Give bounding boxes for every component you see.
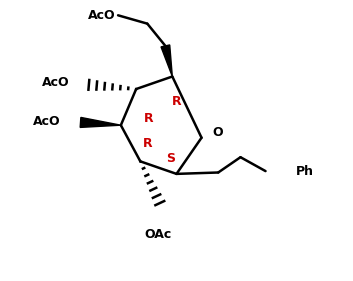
Text: R: R [143, 137, 152, 150]
Text: AcO: AcO [42, 76, 70, 89]
Text: R: R [172, 95, 181, 108]
Text: OAc: OAc [145, 228, 172, 241]
Text: AcO: AcO [88, 9, 115, 22]
Text: R: R [144, 112, 154, 125]
Text: AcO: AcO [34, 115, 61, 128]
Polygon shape [161, 45, 172, 76]
Text: O: O [213, 126, 223, 139]
Text: S: S [166, 152, 175, 165]
Text: Ph: Ph [296, 165, 314, 178]
Polygon shape [80, 117, 121, 127]
